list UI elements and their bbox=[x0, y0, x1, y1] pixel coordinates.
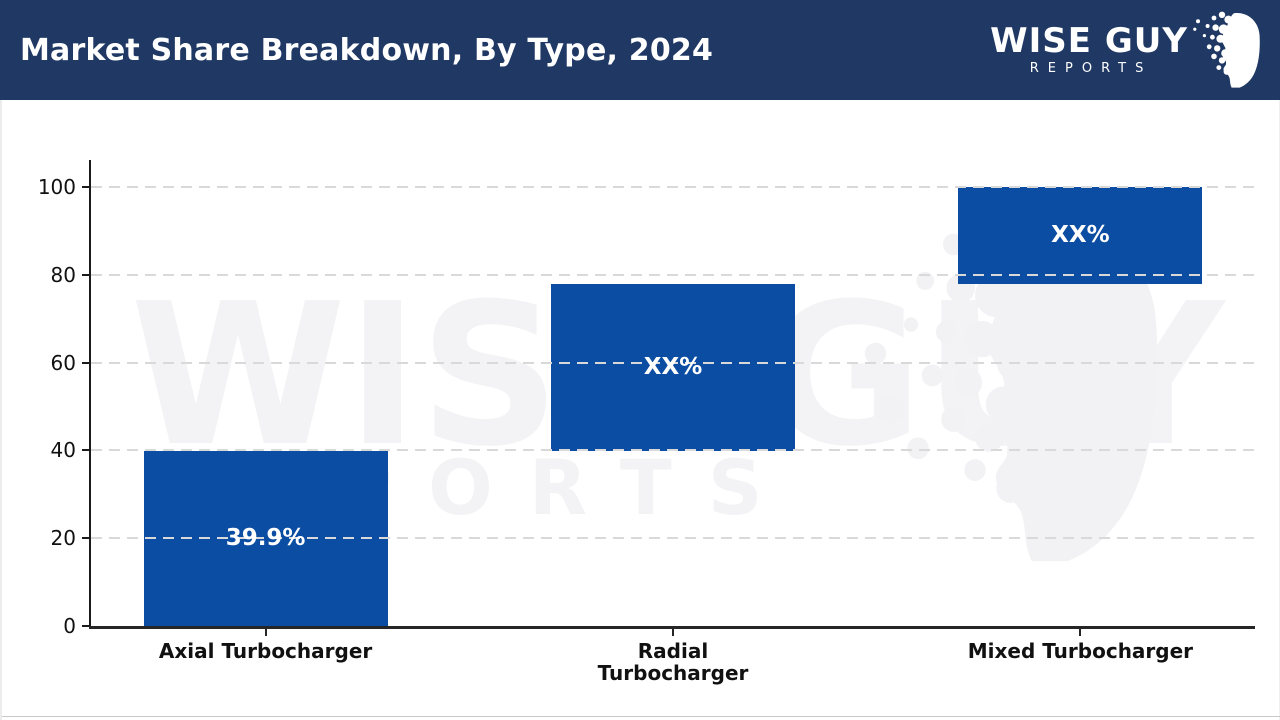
chart-canvas: WISE GUY REPORTS 0 20 40 60 80 100 39.9% Axial … bbox=[0, 100, 1280, 720]
y-tick-40 bbox=[82, 449, 89, 452]
gridline-100 bbox=[91, 186, 1255, 188]
y-tick-80 bbox=[82, 273, 89, 276]
gridline-60 bbox=[91, 361, 1255, 364]
y-tick-20 bbox=[82, 537, 89, 540]
wise-guy-reports-logo: WISE GUY REPORTS bbox=[990, 10, 1262, 90]
x-tick-2 bbox=[672, 629, 674, 636]
y-axis-line bbox=[89, 160, 91, 628]
bar-value-label-1: 39.9% bbox=[225, 525, 306, 552]
page-title: Market Share Breakdown, By Type, 2024 bbox=[20, 32, 714, 68]
x-tick-1 bbox=[264, 629, 267, 636]
x-axis-line bbox=[89, 626, 1255, 629]
x-category-label-1: Axial Turbocharger bbox=[158, 639, 373, 663]
logo-subtitle: REPORTS bbox=[1029, 61, 1153, 76]
dotted-head-icon bbox=[1193, 11, 1260, 88]
x-category-label-2: Radial Turbocharger bbox=[597, 639, 749, 685]
y-tick-0 bbox=[82, 625, 89, 627]
header-bar: Market Share Breakdown, By Type, 2024 WI… bbox=[0, 0, 1280, 100]
bar-value-label-3: XX% bbox=[1051, 222, 1110, 249]
y-tick-label-60: 60 bbox=[50, 350, 76, 375]
gridline-20 bbox=[91, 537, 1255, 540]
bar-value-label-2: XX% bbox=[643, 354, 703, 381]
x-tick-3 bbox=[1079, 629, 1082, 636]
bar-2 bbox=[551, 283, 795, 451]
y-tick-label-40: 40 bbox=[50, 438, 76, 463]
y-tick-label-100: 100 bbox=[37, 175, 76, 199]
logo-text: WISE GUY REPORTS bbox=[990, 24, 1188, 76]
x-category-label-3: Mixed Turbocharger bbox=[967, 639, 1194, 663]
y-tick-label-20: 20 bbox=[50, 526, 76, 551]
bottom-divider bbox=[2, 716, 1280, 717]
logo-wordmark: WISE GUY bbox=[990, 21, 1188, 61]
y-tick-label-80: 80 bbox=[50, 262, 76, 287]
y-tick-label-0: 0 bbox=[63, 614, 76, 638]
y-tick-60 bbox=[82, 361, 89, 364]
gridline-80 bbox=[91, 273, 1255, 276]
gridline-40 bbox=[91, 449, 1255, 452]
y-tick-100 bbox=[82, 186, 89, 188]
